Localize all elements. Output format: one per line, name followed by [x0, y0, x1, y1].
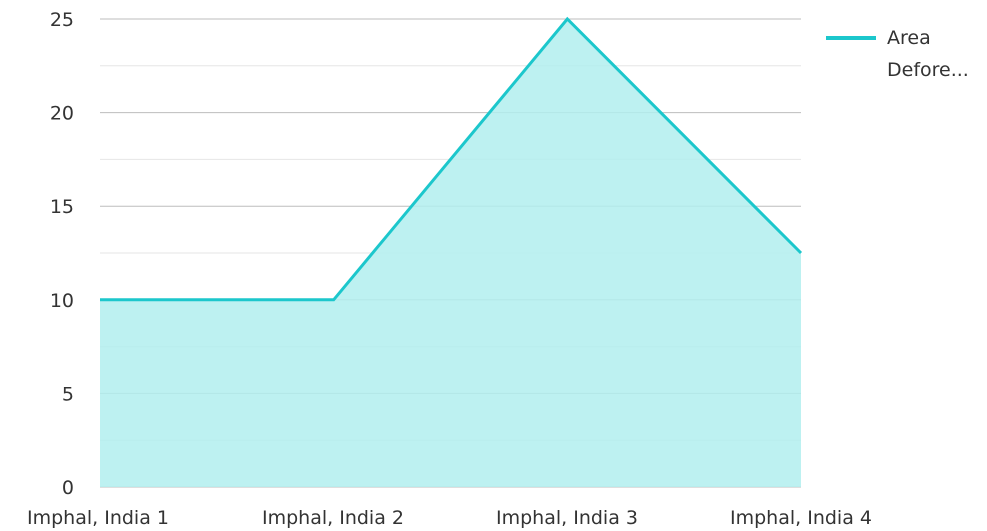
y-tick-label: 0	[62, 477, 74, 499]
y-axis-ticks: 0 5 10 15 20 25	[50, 9, 74, 499]
area-line-series	[100, 16, 803, 302]
area-fill-series	[100, 19, 801, 487]
y-tick-label: 20	[50, 103, 74, 125]
y-tick-label: 5	[62, 383, 74, 405]
legend-label-line-1: Area	[887, 27, 931, 49]
y-tick-label: 25	[50, 9, 74, 31]
x-tick-label: Imphal, India 4	[730, 507, 872, 529]
y-tick-label: 10	[50, 290, 74, 312]
y-tick-label: 15	[50, 196, 74, 218]
x-tick-label: Imphal, India 1	[27, 507, 169, 529]
x-axis-ticks: Imphal, India 1 Imphal, India 2 Imphal, In…	[27, 507, 872, 529]
legend-label-line-2: Defore...	[887, 59, 969, 81]
legend[interactable]: Area Defore...	[826, 27, 969, 81]
x-tick-label: Imphal, India 2	[262, 507, 404, 529]
x-tick-label: Imphal, India 3	[496, 507, 638, 529]
